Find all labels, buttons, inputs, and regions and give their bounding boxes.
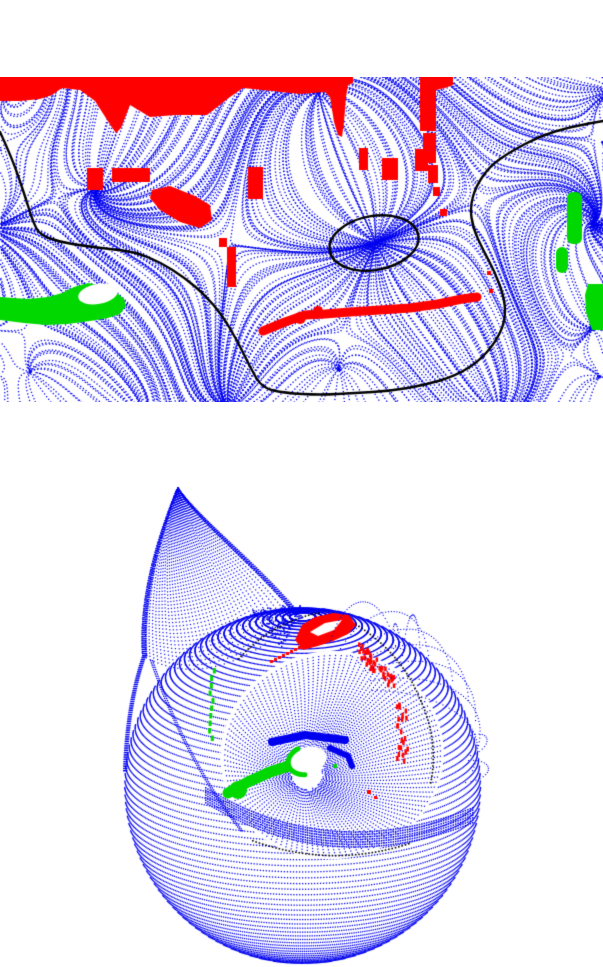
panel-map-projection xyxy=(0,77,603,402)
streamline-map-canvas xyxy=(0,77,603,402)
panel-3d-view xyxy=(0,460,603,967)
sphere-3d-canvas xyxy=(0,460,603,967)
